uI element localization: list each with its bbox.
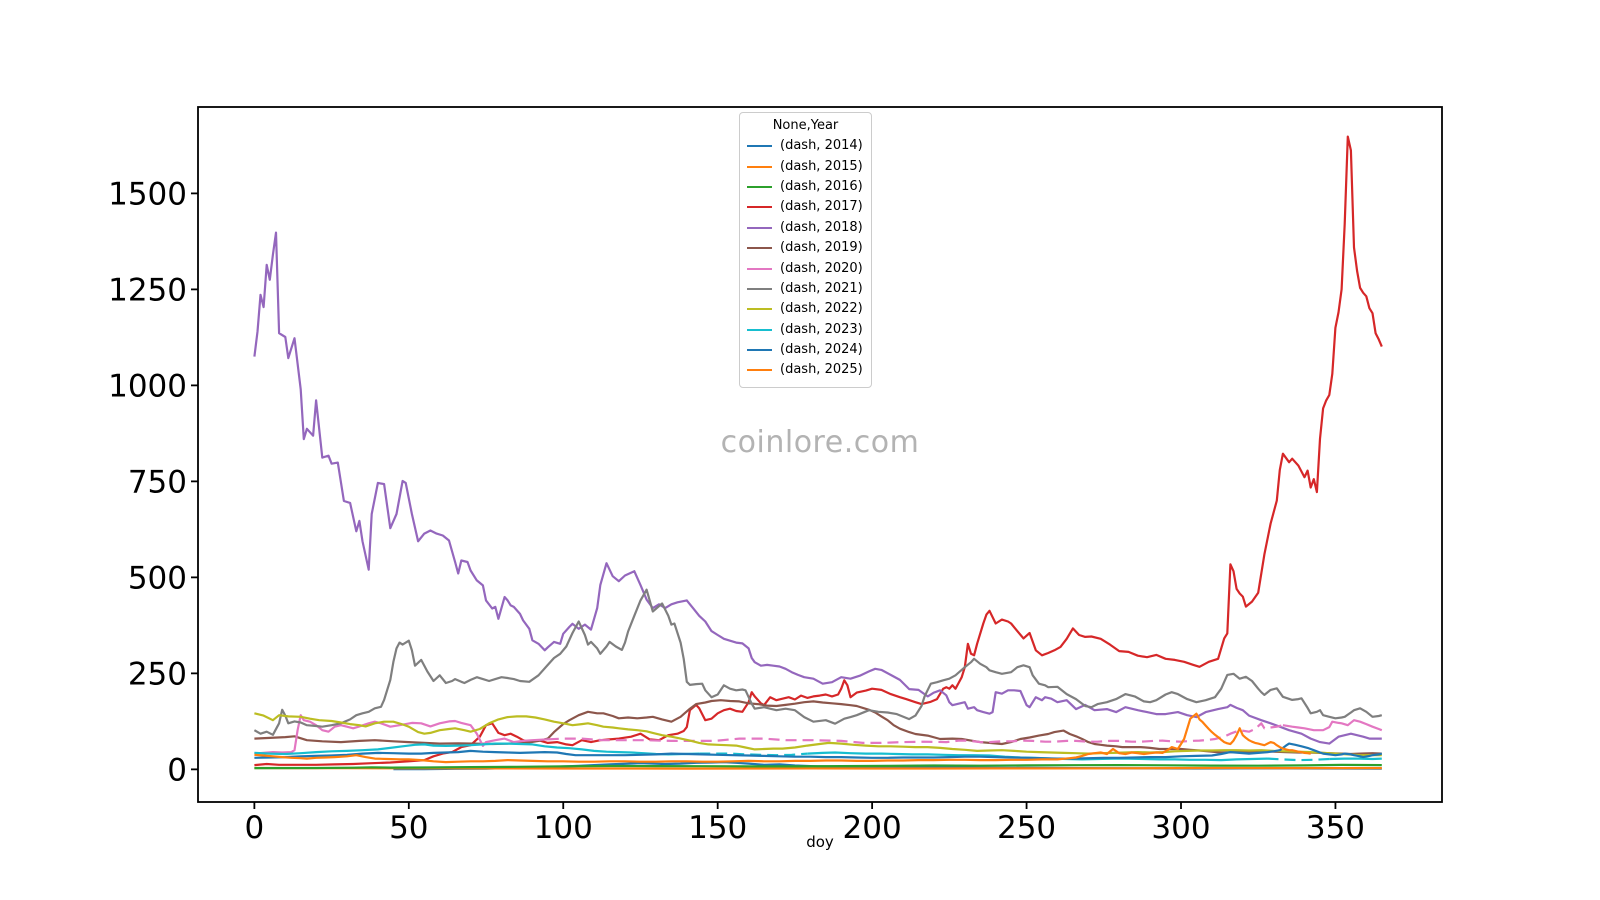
legend-item-label: (dash, 2022) xyxy=(780,301,863,317)
legend-items: (dash, 2014) (dash, 2015) (dash, 2016) (das… xyxy=(747,136,864,381)
series-line-dash2023 xyxy=(254,742,700,756)
legend-item-label: (dash, 2025) xyxy=(780,362,863,378)
x-tick-label: 250 xyxy=(997,810,1056,846)
y-tick-label: 1500 xyxy=(108,176,187,212)
x-tick-label: 50 xyxy=(389,810,428,846)
y-tick-label: 250 xyxy=(128,656,187,692)
plot-border xyxy=(197,106,1443,803)
y-tick-label: 0 xyxy=(167,752,187,788)
legend-line-swatch xyxy=(747,349,772,352)
legend-line-swatch xyxy=(747,145,772,148)
legend-item: (dash, 2023) xyxy=(747,320,864,340)
legend-line-swatch xyxy=(747,267,772,270)
legend-line-swatch xyxy=(747,185,772,188)
legend-title: None,Year xyxy=(772,118,839,133)
legend-item: (dash, 2016) xyxy=(747,177,864,197)
legend-item-label: (dash, 2023) xyxy=(780,321,863,337)
legend-item-label: (dash, 2014) xyxy=(780,138,863,154)
x-tick-label: 200 xyxy=(843,810,902,846)
legend-item-label: (dash, 2020) xyxy=(780,260,863,276)
x-tick-label: 350 xyxy=(1306,810,1365,846)
x-tick-label: 300 xyxy=(1151,810,1210,846)
x-axis-label: doy xyxy=(806,833,834,851)
series-line-dash2021 xyxy=(253,588,1383,736)
legend-item: (dash, 2021) xyxy=(747,279,864,299)
legend-line-swatch xyxy=(747,247,772,250)
legend-item: (dash, 2018) xyxy=(747,218,864,238)
legend-line-swatch xyxy=(747,308,772,311)
legend-item-label: (dash, 2024) xyxy=(780,342,863,358)
y-tick-label: 500 xyxy=(128,560,187,596)
legend-line-swatch xyxy=(747,328,772,331)
legend-item-label: (dash, 2017) xyxy=(780,199,863,215)
legend-item: (dash, 2025) xyxy=(747,360,864,380)
x-tick-label: 0 xyxy=(245,810,265,846)
legend-item: (dash, 2017) xyxy=(747,197,864,217)
series-line-dash2018 xyxy=(253,231,1382,745)
legend-item-label: (dash, 2015) xyxy=(780,158,863,174)
legend-line-swatch xyxy=(747,165,772,168)
series-line-dash2023 xyxy=(1267,757,1330,762)
legend-line-swatch xyxy=(747,369,772,372)
legend-item: (dash, 2014) xyxy=(747,136,864,156)
legend-item-label: (dash, 2016) xyxy=(780,178,863,194)
legend-item-label: (dash, 2021) xyxy=(780,280,863,296)
series-line-dash2017 xyxy=(254,135,1383,767)
y-tick-label: 750 xyxy=(128,464,187,500)
legend: None,Year (dash, 2014) (dash, 2015) (dash,… xyxy=(739,112,872,388)
series-line-dash2019 xyxy=(254,699,1382,756)
legend-item: (dash, 2019) xyxy=(747,238,864,258)
legend-item: (dash, 2022) xyxy=(747,299,864,319)
series-line-dash2022 xyxy=(254,712,1382,757)
series-line-dash2024 xyxy=(254,742,1383,760)
series-line-dash2025 xyxy=(254,712,1311,764)
legend-line-swatch xyxy=(747,226,772,229)
legend-item-label: (dash, 2019) xyxy=(780,240,863,256)
series-line-dash2016 xyxy=(254,763,1382,770)
series-line-dash2020 xyxy=(547,722,1284,745)
legend-item-label: (dash, 2018) xyxy=(780,219,863,235)
y-tick-label: 1000 xyxy=(108,368,187,404)
x-tick-label: 150 xyxy=(688,810,747,846)
legend-line-swatch xyxy=(747,287,772,290)
x-tick-label: 100 xyxy=(534,810,593,846)
legend-item: (dash, 2015) xyxy=(747,156,864,176)
legend-line-swatch xyxy=(747,206,772,209)
y-tick-label: 1250 xyxy=(108,272,187,308)
legend-item: (dash, 2024) xyxy=(747,340,864,360)
watermark: coinlore.com xyxy=(720,425,920,460)
legend-item: (dash, 2020) xyxy=(747,258,864,278)
series-line-dash2020 xyxy=(1282,719,1383,732)
